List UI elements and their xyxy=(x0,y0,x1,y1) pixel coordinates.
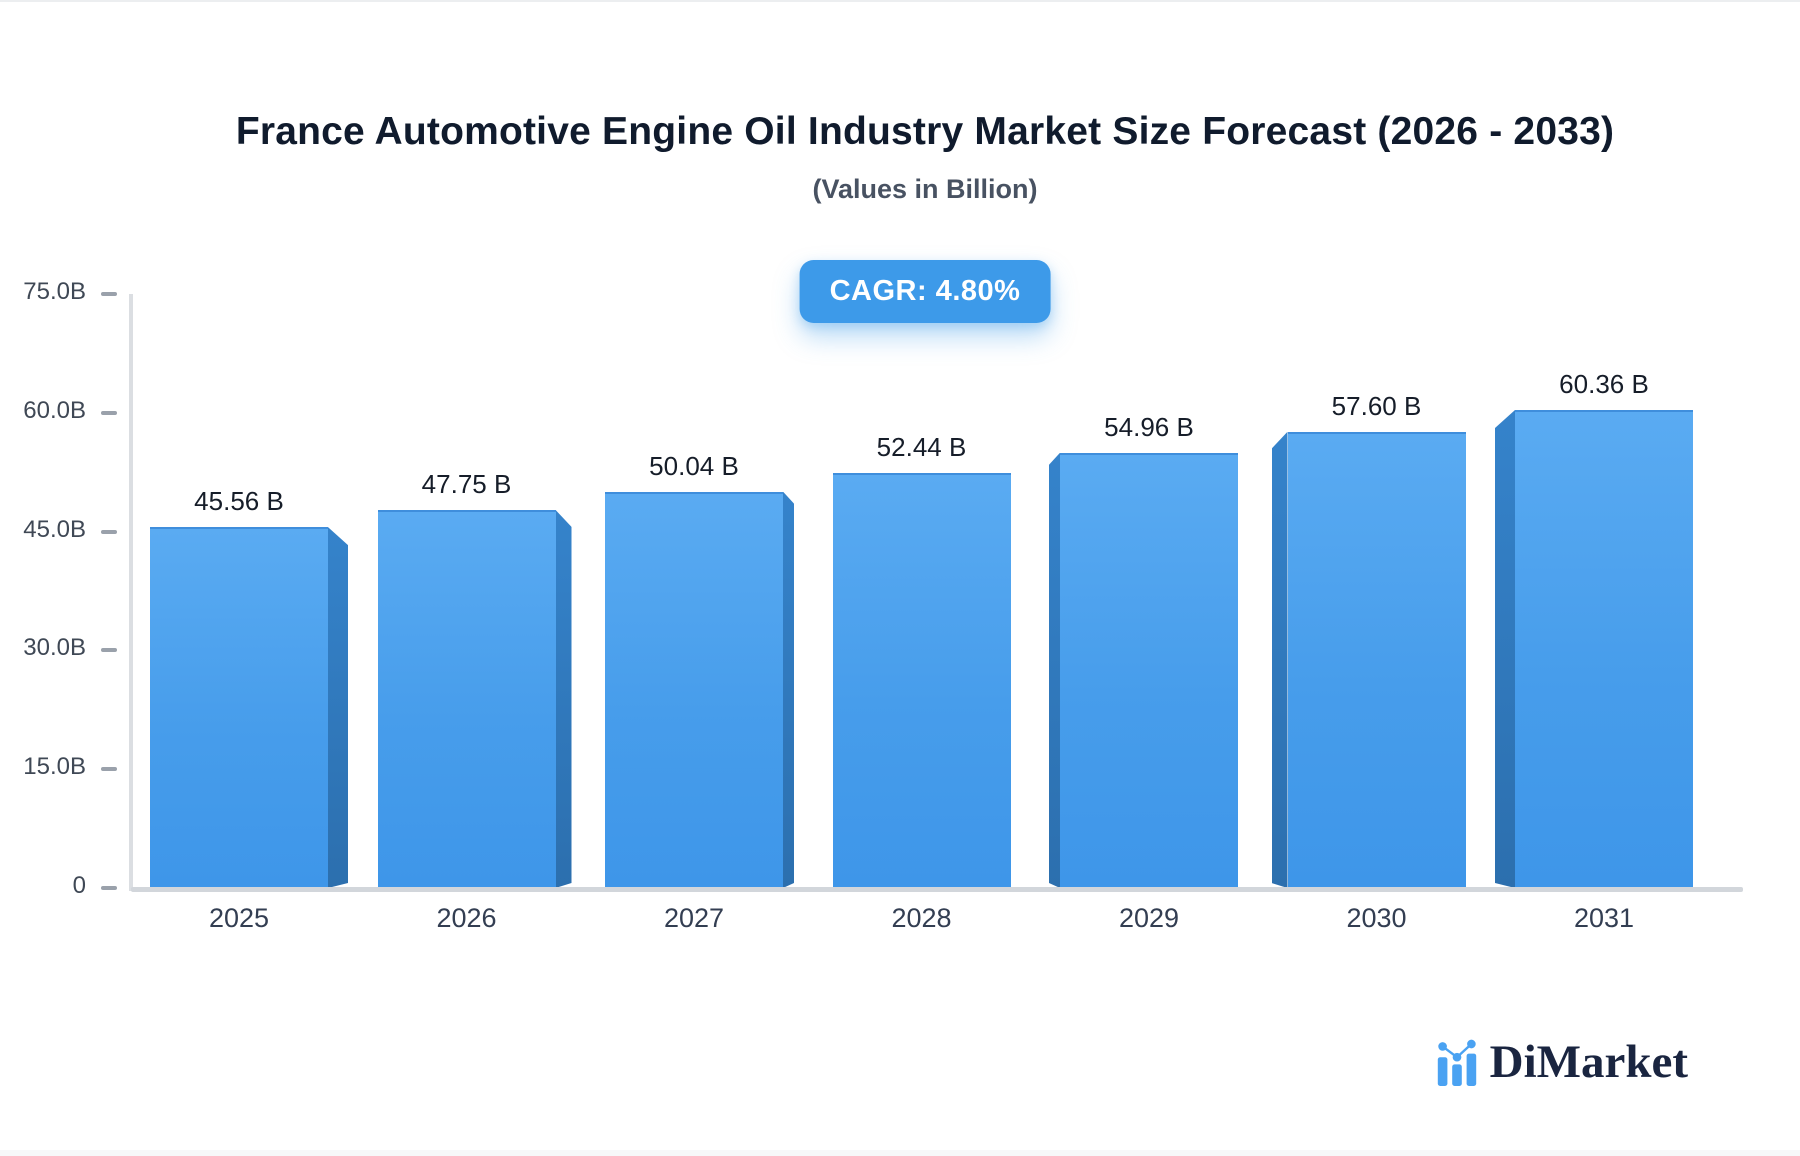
bar-3d-side xyxy=(1272,432,1288,888)
y-tick-mark xyxy=(101,767,117,772)
bar-2026 xyxy=(377,509,556,888)
x-axis-label-2031: 2031 xyxy=(1573,903,1635,933)
bar-3d-side xyxy=(783,492,794,888)
bar-value-label: 57.60 B xyxy=(1331,390,1422,421)
bar-value-label: 47.75 B xyxy=(421,468,512,499)
bar-chart-logo-icon xyxy=(1437,1039,1476,1086)
bar-2027 xyxy=(605,491,783,888)
y-tick-label: 0 xyxy=(72,872,86,899)
bar-3d-side xyxy=(328,527,348,888)
y-tick-label: 15.0B xyxy=(23,753,86,781)
bar-value-label: 50.04 B xyxy=(649,450,739,481)
x-axis-label-2025: 2025 xyxy=(208,903,270,933)
chart-title: France Automotive Engine Oil Industry Ma… xyxy=(235,110,1615,153)
y-tick-mark xyxy=(101,529,117,534)
x-axis-label-2029: 2029 xyxy=(1118,903,1180,933)
y-tick-label: 30.0B xyxy=(23,634,86,662)
bar-2030 xyxy=(1287,431,1466,888)
brand-logo: DiMarket xyxy=(1436,1038,1688,1086)
y-tick-label: 45.0B xyxy=(23,515,86,543)
bar-value-label: 45.56 B xyxy=(194,486,284,517)
bar-2025 xyxy=(150,527,328,888)
y-tick-mark xyxy=(101,410,117,415)
chart-subtitle: (Values in Billion) xyxy=(812,174,1038,204)
x-axis-label-2030: 2030 xyxy=(1346,903,1407,933)
cagr-badge: CAGR: 4.80% xyxy=(799,260,1051,323)
brand-logo-text: DiMarket xyxy=(1489,1035,1688,1088)
bar-3d-side xyxy=(556,510,572,888)
x-axis-baseline xyxy=(131,887,1743,892)
bar-2029 xyxy=(1060,452,1238,888)
bar-value-label: 54.96 B xyxy=(1104,411,1194,442)
y-tick-mark xyxy=(101,886,117,890)
x-axis-label-2026: 2026 xyxy=(436,903,497,933)
x-axis-label-2028: 2028 xyxy=(891,903,952,933)
bar-3d-side xyxy=(1495,410,1515,888)
y-tick-mark xyxy=(101,648,117,653)
y-tick-label: 60.0B xyxy=(23,396,86,424)
bar-2031 xyxy=(1515,409,1693,888)
bar-value-label: 60.36 B xyxy=(1559,368,1649,399)
y-tick-label: 75.0B xyxy=(23,278,86,305)
bar-3d-side xyxy=(1049,453,1060,888)
y-tick-mark xyxy=(101,292,117,296)
bar-value-label: 52.44 B xyxy=(876,431,967,462)
x-axis-label-2027: 2027 xyxy=(663,903,725,933)
y-axis-line xyxy=(129,294,133,891)
bar-2028 xyxy=(832,472,1011,888)
